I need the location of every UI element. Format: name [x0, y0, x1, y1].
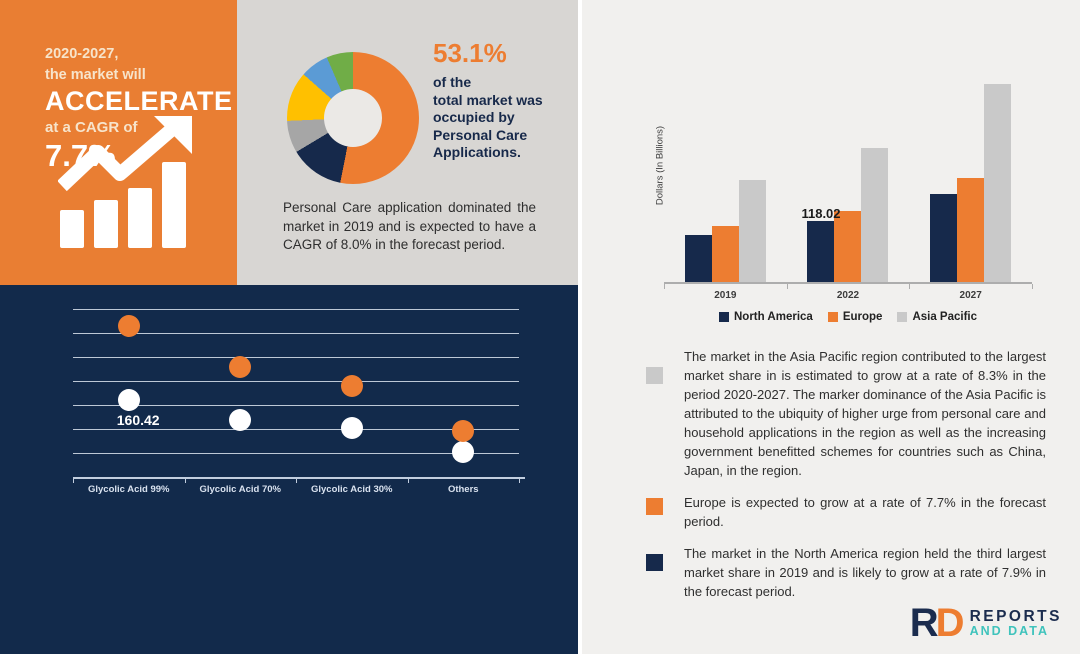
bar-value-label: 118.02 — [801, 206, 841, 222]
donut-hole — [324, 89, 382, 147]
bar-north-america — [807, 221, 835, 282]
stat-caption: of the total market was occupied by Pers… — [433, 74, 543, 160]
x-axis-label: 2022 — [836, 290, 860, 301]
legend-item-north-america: North America — [718, 311, 813, 323]
data-point-2027 — [340, 374, 363, 397]
grid-line — [73, 429, 519, 430]
data-point-2018 — [452, 440, 475, 463]
bar-europe — [957, 177, 985, 282]
axis-tick — [909, 284, 911, 289]
axis-tick — [1032, 284, 1033, 289]
donut-stat: 53.1% of the total market was occupied b… — [433, 38, 575, 162]
growth-arrow-chart-icon — [58, 116, 192, 248]
logo-line-reports: REPORTS — [969, 607, 1062, 625]
data-point-2018 — [117, 388, 140, 411]
north-america-bullet: The market in the North America region h… — [646, 544, 1048, 601]
cagr-panel: 2020-2027, the market will ACCELERATE at… — [0, 0, 237, 285]
category-label: Glycolic Acid 30% — [311, 484, 393, 495]
legend-label: Asia Pacific — [912, 311, 978, 323]
headline-emphasis: ACCELERATE — [45, 86, 233, 116]
europe-text: Europe is expected to grow at a rate of … — [684, 495, 1046, 529]
dot-plot-area: Glycolic Acid 99% Glycolic Acid 70% Glycol… — [73, 285, 525, 517]
axis-tick — [786, 284, 788, 289]
axis-tick — [407, 477, 409, 483]
axis-tick — [73, 477, 74, 483]
dot-plot-panel: Glycolic Acid 99% Glycolic Acid 70% Glycol… — [0, 285, 578, 654]
headline-period: 2020-2027, — [45, 46, 119, 62]
bar-group-2019 — [664, 78, 787, 282]
grid-line — [73, 453, 519, 454]
category-label: Glycolic Acid 99% — [88, 484, 170, 495]
legend-label: Europe — [842, 311, 883, 323]
north-america-text: The market in the North America region h… — [684, 546, 1046, 599]
bar-europe — [834, 211, 862, 282]
europe-bullet: Europe is expected to grow at a rate of … — [646, 493, 1048, 531]
reports-and-data-logo: RD REPORTS AND DATA — [910, 603, 1062, 643]
bar-group-2022 — [787, 78, 910, 282]
bar-north-america — [930, 194, 958, 282]
regional-panel: Dollars (In Billions) 118.02 North Ameri… — [582, 0, 1080, 654]
data-point-2018 — [229, 409, 252, 432]
data-point-2027 — [117, 314, 140, 337]
axis-tick — [184, 477, 186, 483]
x-axis-label: 2019 — [714, 290, 737, 301]
bar-asia-pacific — [984, 83, 1012, 282]
x-axis-label: 2027 — [959, 290, 982, 301]
donut-chart — [287, 52, 419, 184]
data-point-2027 — [452, 420, 475, 443]
donut-panel: 53.1% of the total market was occupied b… — [237, 0, 578, 285]
logo-letter-r: R — [909, 601, 939, 645]
value-annotation: 160.42 — [116, 411, 160, 428]
legend-swatch — [897, 312, 908, 322]
bar-europe — [711, 226, 739, 282]
europe-swatch — [646, 498, 663, 515]
legend-item-europe: Europe — [827, 311, 883, 323]
headline-line4: at a CAGR of — [45, 119, 138, 136]
bar-north-america — [684, 235, 712, 282]
bar-asia-pacific — [861, 148, 889, 282]
legend-item-asia-pacific: Asia Pacific — [897, 311, 977, 323]
asia-pacific-bullet: The market in the Asia Pacific region co… — [646, 347, 1048, 480]
logo-mark: RD — [910, 603, 965, 643]
grid-line — [73, 333, 519, 334]
personal-care-paragraph: Personal Care application dominated the … — [283, 200, 536, 252]
data-point-2027 — [229, 355, 252, 378]
asia-pacific-text: The market in the Asia Pacific region co… — [684, 349, 1046, 478]
dot-plot-x-axis — [73, 477, 525, 479]
bar-plot-area: 118.02 — [664, 78, 1032, 284]
asia-pacific-swatch — [646, 367, 663, 384]
logo-letter-d: D — [935, 601, 965, 645]
category-label: Others — [447, 484, 479, 495]
axis-tick — [519, 477, 520, 483]
grid-line — [73, 405, 519, 406]
legend-swatch — [827, 312, 838, 322]
north-america-swatch — [646, 554, 663, 571]
grid-line — [73, 309, 519, 310]
legend-label: North America — [733, 311, 813, 323]
grid-line — [73, 381, 519, 382]
grid-line — [73, 357, 519, 358]
logo-line-and-data: AND DATA — [969, 623, 1049, 638]
headline-line2: the market will — [45, 67, 146, 83]
bar-group-2027 — [909, 78, 1032, 282]
category-label: Glycolic Acid 70% — [199, 484, 282, 495]
legend-swatch — [718, 312, 729, 322]
bar-asia-pacific — [738, 179, 766, 282]
stat-value: 53.1% — [433, 38, 507, 68]
bar-chart-legend: North America Europe Asia Pacific — [664, 311, 1032, 323]
logo-text: REPORTS AND DATA — [969, 607, 1062, 638]
data-point-2018 — [340, 417, 363, 440]
regional-bar-chart: Dollars (In Billions) 118.02 North Ameri… — [582, 0, 1080, 335]
axis-tick — [296, 477, 297, 483]
axis-tick — [664, 284, 665, 289]
